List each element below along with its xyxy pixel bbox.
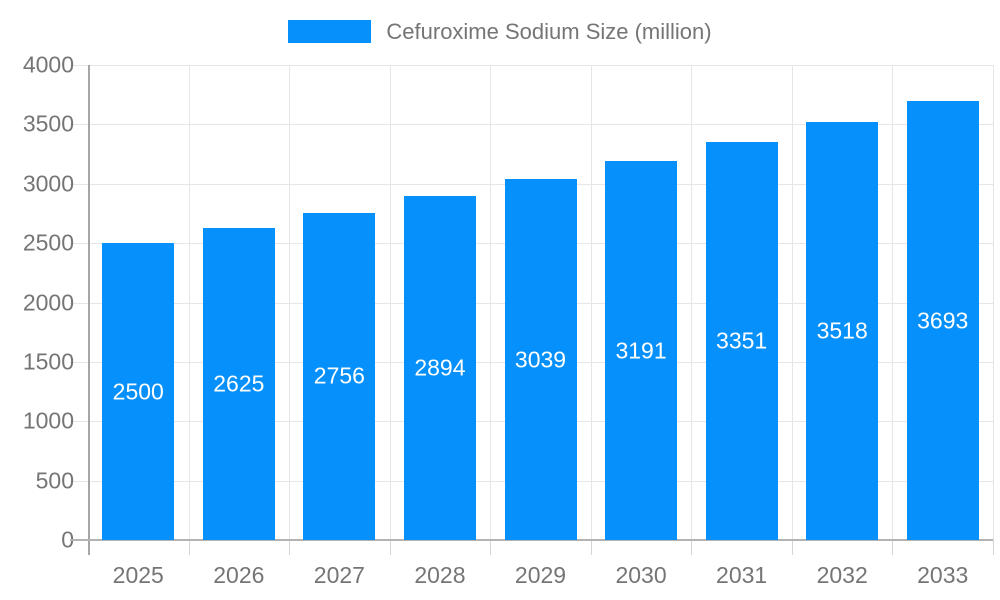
- chart-legend[interactable]: Cefuroxime Sodium Size (million): [0, 19, 1000, 44]
- x-gridline: [188, 65, 190, 540]
- x-axis-tick: [289, 540, 291, 555]
- legend-swatch-icon: [288, 20, 372, 43]
- y-axis-tick-label: 2500: [22, 229, 74, 256]
- bar-2027: 2756: [303, 212, 376, 540]
- y-axis-tick-label: 3500: [22, 110, 74, 137]
- bar-2033: 3693: [906, 101, 979, 540]
- x-gridline: [791, 65, 793, 540]
- bar-value-label: 3518: [816, 317, 868, 344]
- x-gridline: [490, 65, 492, 540]
- bar-2025: 2500: [102, 243, 175, 540]
- x-gridline: [691, 65, 693, 540]
- x-axis-tick: [590, 540, 592, 555]
- legend-label: Cefuroxime Sodium Size (million): [386, 18, 712, 44]
- bar-value-label: 3039: [514, 346, 567, 373]
- x-gridline: [892, 65, 894, 540]
- x-axis-tick: [892, 540, 894, 555]
- x-axis-tick: [389, 540, 391, 555]
- x-gridline: [289, 65, 291, 540]
- y-gridline: [70, 65, 993, 66]
- x-axis-tick: [188, 540, 190, 555]
- bar-2032: 3518: [806, 122, 879, 540]
- y-axis-tick-label: 2000: [22, 289, 74, 315]
- x-axis-tick-label: 2030: [615, 562, 667, 588]
- bar-2028: 2894: [403, 196, 476, 540]
- x-axis-tick-label: 2029: [514, 562, 567, 588]
- x-gridline: [590, 65, 592, 540]
- bar-value-label: 3191: [615, 337, 667, 364]
- bar-value-label: 2894: [414, 354, 466, 381]
- bar-2030: 3191: [605, 161, 678, 540]
- x-axis-tick-label: 2031: [716, 562, 768, 588]
- y-axis-line: [88, 65, 90, 555]
- bar-value-label: 3351: [716, 327, 768, 354]
- y-axis-tick-label: 0: [61, 526, 74, 553]
- y-axis-tick-label: 1500: [22, 348, 74, 375]
- bar-value-label: 2756: [313, 362, 365, 389]
- x-axis-tick-label: 2033: [917, 562, 969, 588]
- x-axis-tick-label: 2027: [313, 562, 365, 588]
- x-axis-tick-label: 2028: [414, 562, 466, 588]
- y-gridline: [70, 124, 993, 126]
- bar-value-label: 2625: [213, 370, 265, 397]
- y-axis-tick-label: 500: [35, 467, 74, 494]
- x-axis-tick-label: 2026: [213, 562, 265, 588]
- bar-value-label: 3693: [917, 307, 969, 334]
- y-axis-tick-label: 3000: [22, 170, 74, 197]
- bar-2029: 3039: [504, 179, 577, 540]
- x-axis-tick: [791, 540, 793, 555]
- x-axis-tick-label: 2032: [816, 562, 868, 588]
- x-axis-tick-label: 2025: [112, 562, 164, 588]
- x-axis-tick: [993, 540, 994, 555]
- x-axis-tick: [691, 540, 693, 555]
- y-axis-tick-label: 4000: [22, 51, 74, 78]
- y-axis-tick-label: 1000: [22, 407, 74, 434]
- bar-2026: 2625: [202, 228, 275, 540]
- x-gridline: [389, 65, 391, 540]
- bar-2031: 3351: [705, 142, 778, 540]
- x-gridline: [993, 65, 994, 540]
- x-axis-line: [70, 539, 993, 541]
- bar-value-label: 2500: [112, 378, 164, 405]
- x-axis-tick: [490, 540, 492, 555]
